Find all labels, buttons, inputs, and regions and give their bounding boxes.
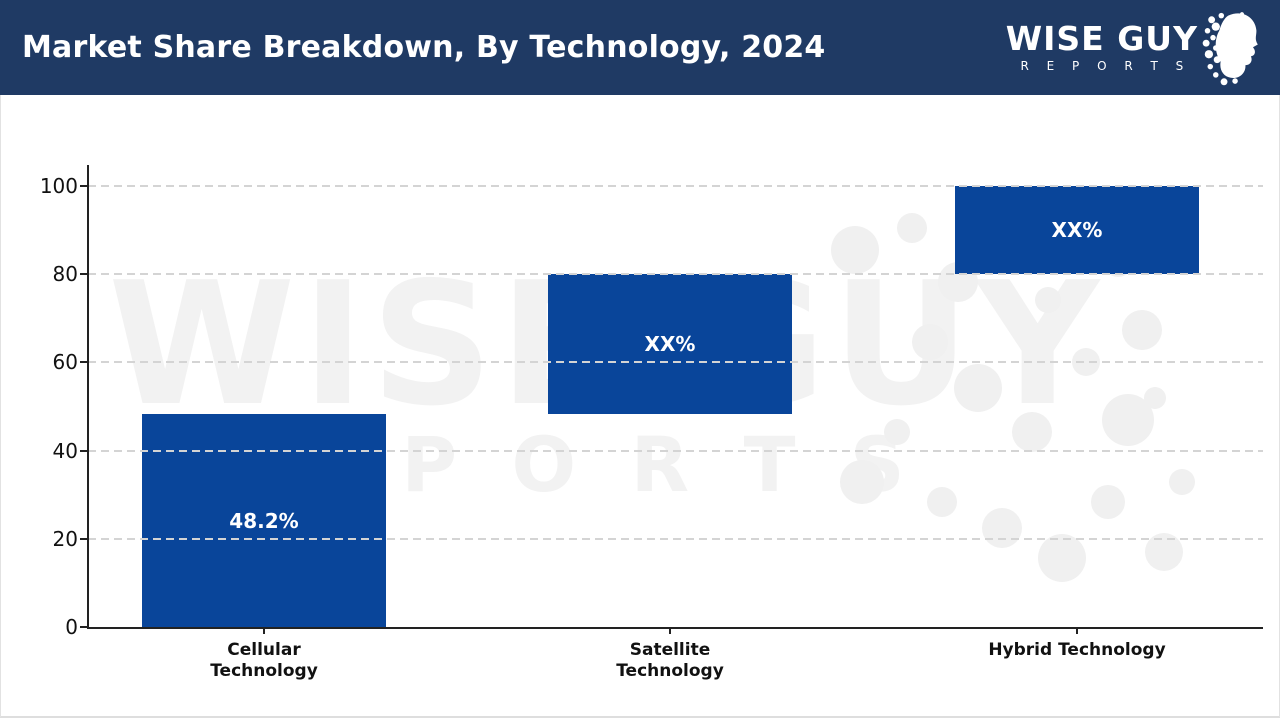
face-profile-icon bbox=[1202, 11, 1258, 85]
logo-text: WISE GUY R E P O R T S bbox=[1006, 22, 1198, 73]
bar-2: XX% bbox=[548, 274, 792, 415]
gridline-100 bbox=[88, 185, 1263, 187]
x-tick-mark bbox=[1076, 628, 1078, 634]
x-tick-mark bbox=[263, 628, 265, 634]
gridline-80 bbox=[88, 273, 1263, 276]
y-tick-label: 20 bbox=[52, 526, 78, 551]
category-label: Hybrid Technology bbox=[988, 640, 1166, 660]
gridline-40 bbox=[88, 449, 1263, 452]
bar-3: XX% bbox=[955, 186, 1199, 275]
logo-subtitle: R E P O R T S bbox=[1020, 59, 1191, 73]
header-bar: Market Share Breakdown, By Technology, 2… bbox=[0, 0, 1280, 95]
wise-guy-reports-logo: WISE GUY R E P O R T S bbox=[1006, 10, 1280, 86]
y-tick-mark bbox=[80, 185, 88, 187]
y-tick-mark bbox=[80, 626, 88, 628]
y-tick-label: 0 bbox=[65, 615, 78, 639]
gridline-60 bbox=[88, 361, 1263, 364]
y-tick-mark bbox=[80, 537, 88, 540]
x-tick-mark bbox=[669, 628, 671, 634]
bar-1: 48.2% bbox=[142, 414, 386, 627]
bar-value-label: XX% bbox=[644, 332, 696, 357]
y-tick-label: 60 bbox=[52, 350, 78, 375]
bar-value-label: XX% bbox=[1051, 218, 1103, 243]
y-axis-spine bbox=[87, 165, 89, 629]
logo-wordmark: WISE GUY bbox=[1005, 19, 1198, 58]
y-tick-label: 40 bbox=[52, 438, 78, 463]
chart-title: Market Share Breakdown, By Technology, 2… bbox=[22, 30, 826, 65]
bottom-divider bbox=[0, 716, 1280, 718]
y-tick-label: 80 bbox=[52, 262, 78, 287]
category-label: Cellular Technology bbox=[210, 640, 318, 681]
y-tick-label: 100 bbox=[39, 174, 78, 198]
left-divider bbox=[0, 95, 1, 717]
category-label: Satellite Technology bbox=[616, 640, 724, 681]
gridline-20 bbox=[88, 537, 1263, 540]
plot-area: WISE GUY R E P O R T S 0 20 40 60 80 100 48.2%… bbox=[0, 95, 1280, 716]
x-axis-spine bbox=[87, 627, 1263, 629]
bar-value-label: 48.2% bbox=[229, 508, 299, 533]
y-tick-mark bbox=[80, 449, 88, 452]
y-tick-mark bbox=[80, 361, 88, 364]
y-tick-mark bbox=[80, 273, 88, 276]
